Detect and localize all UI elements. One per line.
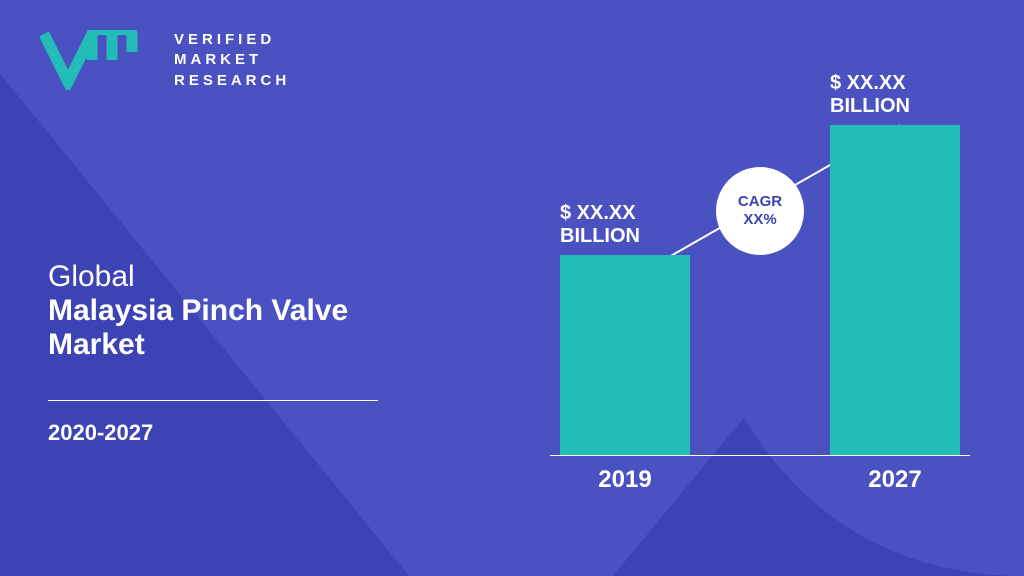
logo-line: RESEARCH xyxy=(174,71,290,91)
logo: VERIFIED MARKET RESEARCH xyxy=(40,30,290,91)
cagr-badge: CAGR XX% xyxy=(716,167,804,255)
logo-line: MARKET xyxy=(174,50,290,70)
value-bot: BILLION xyxy=(560,225,640,248)
title-line-2: Malaysia Pinch Valve xyxy=(48,294,348,328)
x-axis xyxy=(550,455,970,456)
cagr-line2: XX% xyxy=(743,211,776,229)
logo-text: VERIFIED MARKET RESEARCH xyxy=(174,30,290,91)
logo-mark-icon xyxy=(40,30,160,90)
cagr-line1: CAGR xyxy=(738,193,782,211)
bar-label-2027: $ XX.XX BILLION xyxy=(830,72,910,118)
bar-chart: $ XX.XX BILLION 2019 $ XX.XX BILLION 202… xyxy=(550,96,970,456)
divider xyxy=(48,400,378,401)
value-top: $ XX.XX xyxy=(830,72,910,95)
bar-2019 xyxy=(560,255,690,455)
value-bot: BILLION xyxy=(830,95,910,118)
x-label-2027: 2027 xyxy=(830,466,960,494)
bar-label-2019: $ XX.XX BILLION xyxy=(560,202,640,248)
value-top: $ XX.XX xyxy=(560,202,640,225)
title-line-1: Global xyxy=(48,260,348,294)
title-block: Global Malaysia Pinch Valve Market xyxy=(48,260,348,362)
x-label-2019: 2019 xyxy=(560,466,690,494)
infographic-canvas: VERIFIED MARKET RESEARCH Global Malaysia… xyxy=(0,0,1024,576)
year-range: 2020-2027 xyxy=(48,420,153,446)
logo-line: VERIFIED xyxy=(174,30,290,50)
title-line-3: Market xyxy=(48,328,348,362)
bar-2027 xyxy=(830,125,960,455)
